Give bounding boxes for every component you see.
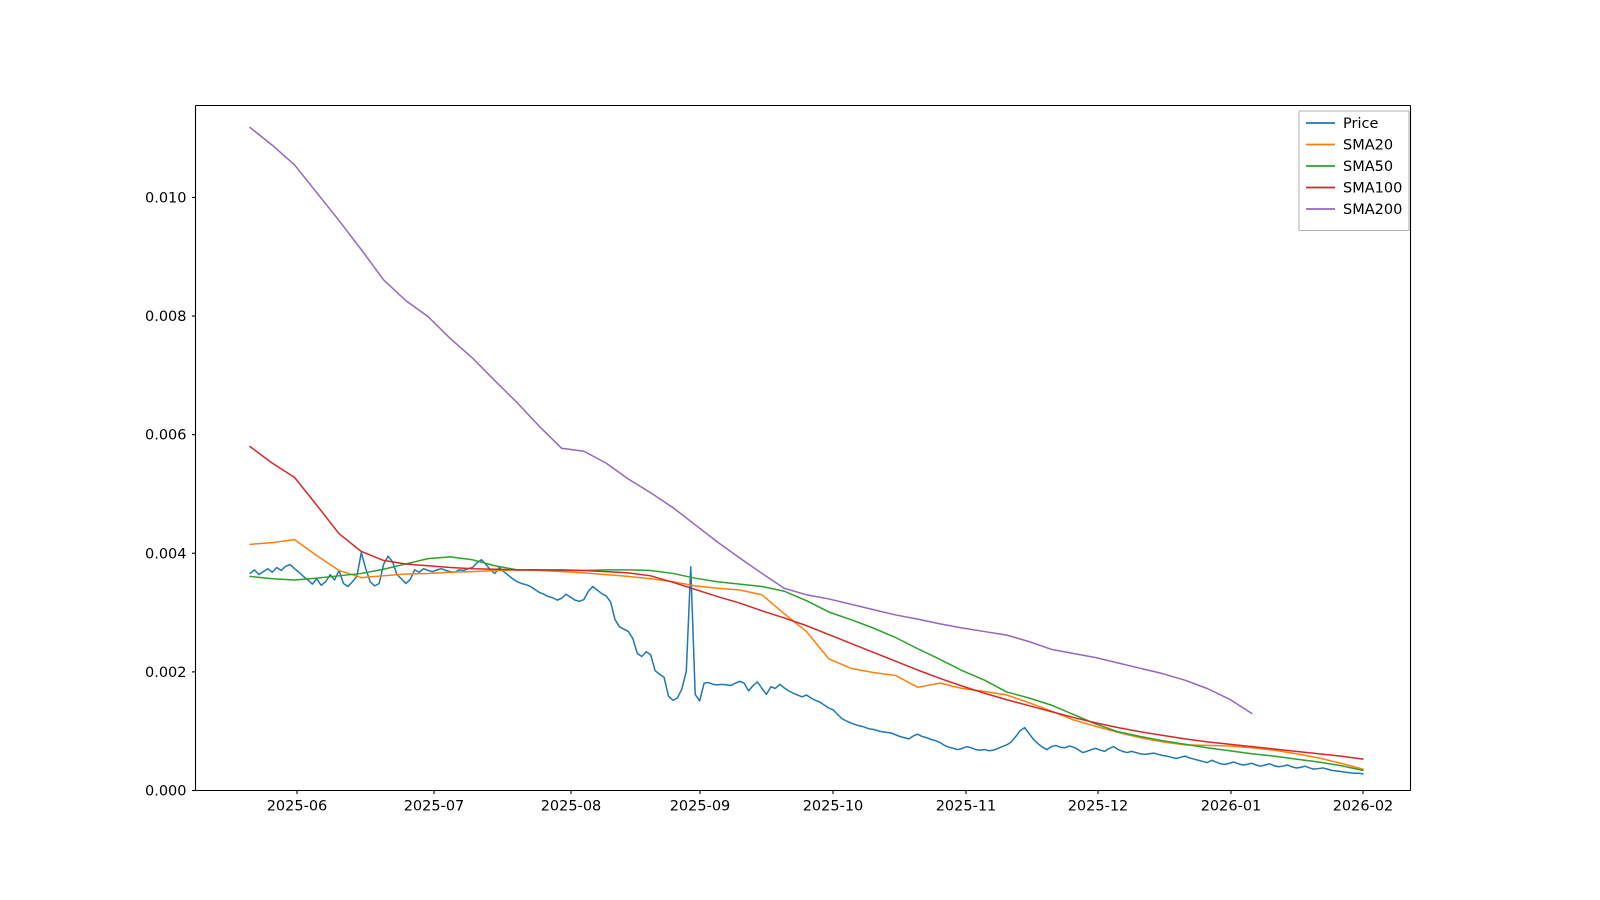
x-tick-label: 2025-12 <box>1068 799 1129 815</box>
series-line-sma100 <box>249 445 1364 760</box>
x-tick-label: 2025-06 <box>267 799 328 815</box>
x-axis-ticks: 2025-06 2025-07 2025-08 2025-09 2025-10 2025-… <box>267 790 1394 815</box>
y-axis-ticks: 0.000 0.002 0.004 0.006 0.008 0.010 <box>145 190 196 800</box>
y-tick-label: 0.008 <box>145 309 187 325</box>
x-tick-label: 2026-01 <box>1201 799 1262 815</box>
axes-spines <box>194 104 1412 792</box>
x-tick-label: 2026-02 <box>1333 799 1394 815</box>
legend-label-sma50[interactable]: SMA50 <box>1343 159 1393 175</box>
series-line-sma200 <box>249 126 1253 715</box>
y-tick-label: 0.010 <box>145 190 187 206</box>
x-tick-label: 2025-10 <box>803 799 864 815</box>
x-tick-label: 2025-09 <box>670 799 731 815</box>
series-line-sma50 <box>249 556 1364 772</box>
chart-legend[interactable]: Price SMA20 SMA50 SMA100 SMA200 <box>1298 110 1410 231</box>
x-tick-label: 2025-07 <box>404 799 465 815</box>
legend-label-price[interactable]: Price <box>1343 116 1378 132</box>
legend-label-sma20[interactable]: SMA20 <box>1343 138 1393 154</box>
y-tick-label: 0.004 <box>145 546 187 562</box>
y-tick-label: 0.002 <box>145 665 187 681</box>
x-tick-label: 2025-08 <box>541 799 602 815</box>
y-tick-label: 0.000 <box>145 784 187 800</box>
series-line-price <box>249 551 1364 775</box>
y-tick-label: 0.006 <box>145 428 187 444</box>
data-series-group <box>249 126 1364 775</box>
legend-label-sma100[interactable]: SMA100 <box>1343 181 1402 197</box>
legend-label-sma200[interactable]: SMA200 <box>1343 202 1402 218</box>
series-line-sma20 <box>249 538 1364 770</box>
x-tick-label: 2025-11 <box>936 799 997 815</box>
